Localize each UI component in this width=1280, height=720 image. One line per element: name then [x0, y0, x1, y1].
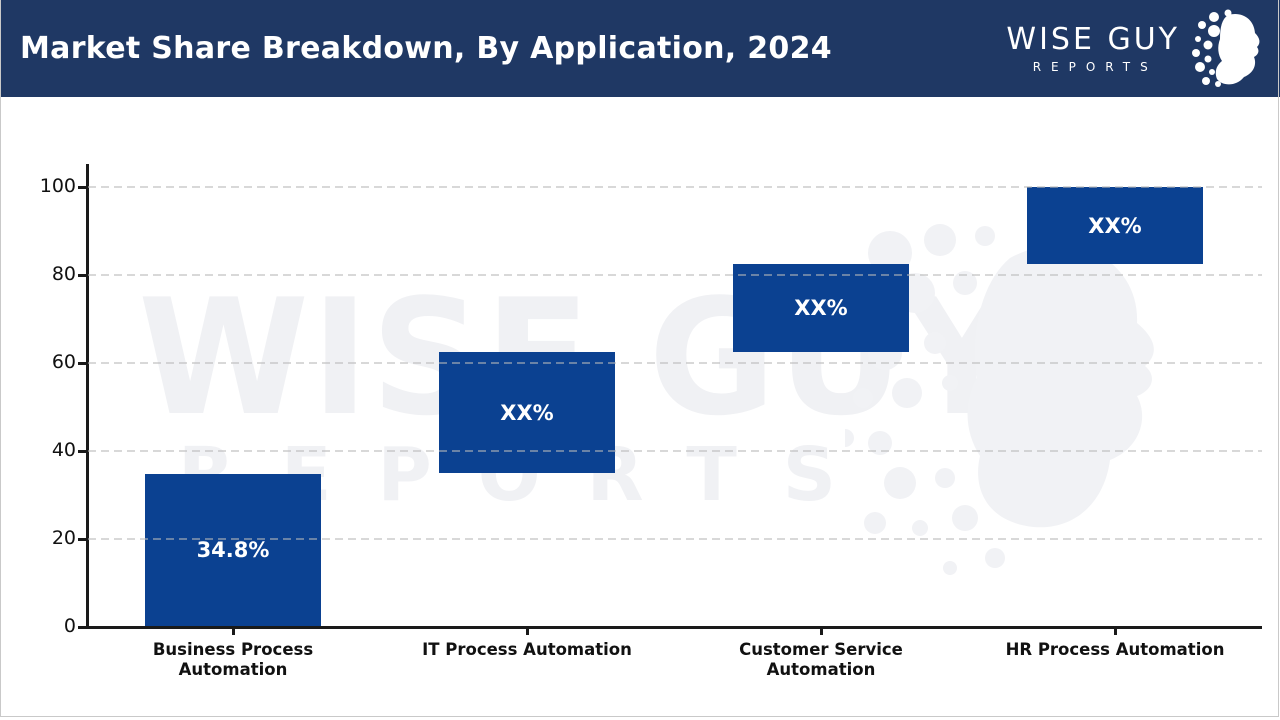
y-tick-mark	[78, 186, 86, 189]
y-tick-label: 0	[63, 615, 76, 637]
x-category-label: IT Process Automation	[422, 640, 632, 659]
bar-segment: XX%	[439, 352, 615, 473]
gridline-80	[88, 274, 1262, 276]
x-tick-mark	[1114, 628, 1117, 635]
x-tick-mark	[232, 628, 235, 635]
gridline-60	[88, 362, 1262, 364]
bar-value-label: 34.8%	[196, 538, 270, 563]
gridline-40	[88, 450, 1262, 452]
y-tick-label: 100	[39, 175, 76, 197]
y-tick-mark	[78, 274, 86, 277]
x-category-label: Customer Service Automation	[739, 640, 903, 680]
logo-subtitle: REPORTS	[1032, 59, 1158, 74]
gridline-100	[88, 186, 1262, 188]
logo-text: WISE GUY REPORTS	[1006, 21, 1180, 74]
y-tick-mark	[78, 538, 86, 541]
y-tick-mark	[78, 626, 86, 629]
y-tick-mark	[78, 362, 86, 365]
y-tick-mark	[78, 450, 86, 453]
bar-value-label: XX%	[1088, 213, 1142, 238]
chart-title: Market Share Breakdown, By Application, …	[20, 31, 832, 66]
y-axis-line	[86, 164, 89, 628]
bar-segment: 34.8%	[145, 473, 321, 627]
header-bar: Market Share Breakdown, By Application, …	[0, 0, 1280, 97]
x-tick-mark	[526, 628, 529, 635]
wise-guy-reports-logo: WISE GUY REPORTS	[1006, 9, 1262, 89]
bar-segment: XX%	[1027, 187, 1203, 264]
y-tick-label: 80	[51, 263, 76, 285]
x-tick-mark	[820, 628, 823, 635]
logo-wordmark: WISE GUY	[1006, 21, 1180, 57]
y-tick-label: 60	[51, 351, 76, 373]
x-category-label: HR Process Automation	[1005, 640, 1225, 659]
logo-dotted-head-icon	[1192, 9, 1260, 87]
x-axis-line	[86, 626, 1262, 629]
y-tick-label: 40	[51, 439, 76, 461]
x-category-label: Business Process Automation	[152, 640, 314, 680]
bar-value-label: XX%	[500, 400, 554, 425]
gridline-20	[88, 538, 1262, 540]
y-tick-label: 20	[51, 527, 76, 549]
bar-value-label: XX%	[794, 296, 848, 320]
bar-segment: XX%	[733, 264, 909, 352]
